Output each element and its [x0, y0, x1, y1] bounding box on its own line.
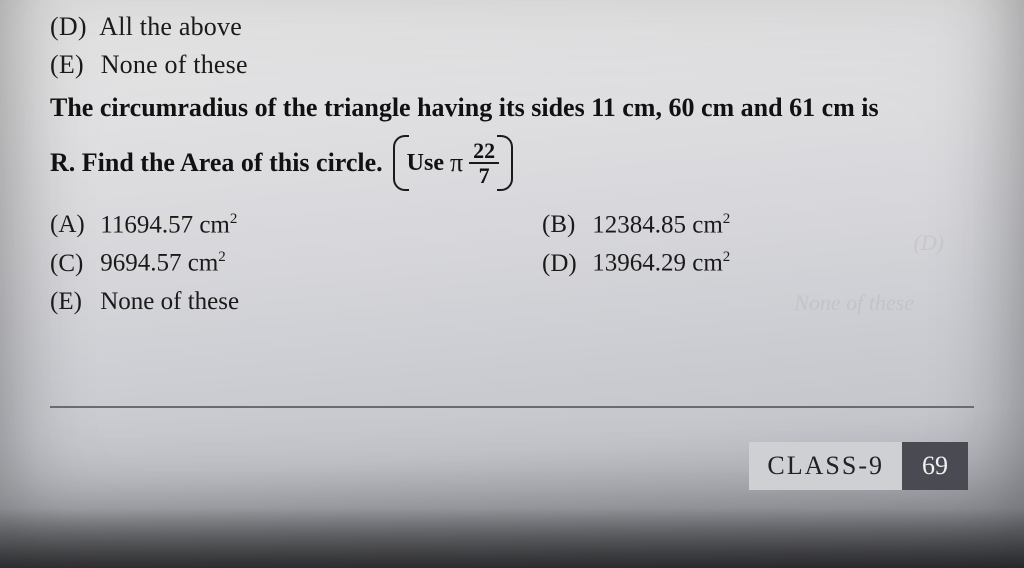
option-value: 11694.57 cm: [100, 211, 230, 238]
fraction-numerator: 22: [469, 139, 499, 164]
horizontal-rule: [50, 406, 974, 408]
option-letter: (E): [50, 288, 94, 316]
textbook-page: (D) All the above (E) None of these The …: [0, 0, 1024, 568]
option-letter: (E): [50, 50, 94, 80]
prev-option-d: (D) All the above: [50, 12, 974, 42]
option-text: All the above: [99, 12, 242, 41]
question-line-1: The circumradius of the triangle having …: [50, 88, 974, 127]
option-value: None of these: [100, 288, 239, 315]
question-prefix: R. Find the Area of this circle.: [50, 148, 383, 178]
fraction-denominator: 7: [475, 164, 494, 187]
answer-option-c: (C) 9694.57 cm2: [50, 249, 482, 277]
exponent: 2: [723, 211, 731, 227]
use-label: Use: [407, 150, 444, 177]
pi-symbol: π: [450, 148, 463, 178]
fraction: 22 7: [469, 139, 499, 187]
page-edge-shadow: [0, 508, 1024, 568]
page-footer: CLASS-9 69: [749, 442, 968, 490]
exponent: 2: [230, 211, 238, 227]
option-letter: (D): [50, 12, 94, 42]
prev-option-e: (E) None of these: [50, 50, 974, 80]
answer-option-b: (B) 12384.85 cm2: [542, 211, 974, 239]
option-value: 9694.57 cm: [100, 250, 218, 277]
answer-option-e: (E) None of these: [50, 288, 974, 316]
answer-option-d: (D) 13964.29 cm2: [542, 249, 974, 277]
class-label: CLASS-9: [749, 442, 902, 490]
question-line-2: R. Find the Area of this circle. Use π 2…: [50, 133, 974, 193]
option-letter: (D): [542, 250, 586, 278]
option-value: 13964.29 cm: [592, 250, 723, 277]
option-text: None of these: [101, 50, 248, 79]
option-letter: (A): [50, 211, 94, 239]
page-number: 69: [902, 442, 968, 490]
answer-option-a: (A) 11694.57 cm2: [50, 211, 482, 239]
option-letter: (B): [542, 211, 586, 239]
option-value: 12384.85 cm: [592, 211, 723, 238]
exponent: 2: [218, 249, 226, 265]
pi-bracket: Use π 22 7: [393, 133, 513, 193]
exponent: 2: [723, 249, 731, 265]
answer-grid: (A) 11694.57 cm2 (B) 12384.85 cm2 (C) 96…: [50, 211, 974, 278]
option-letter: (C): [50, 250, 94, 278]
